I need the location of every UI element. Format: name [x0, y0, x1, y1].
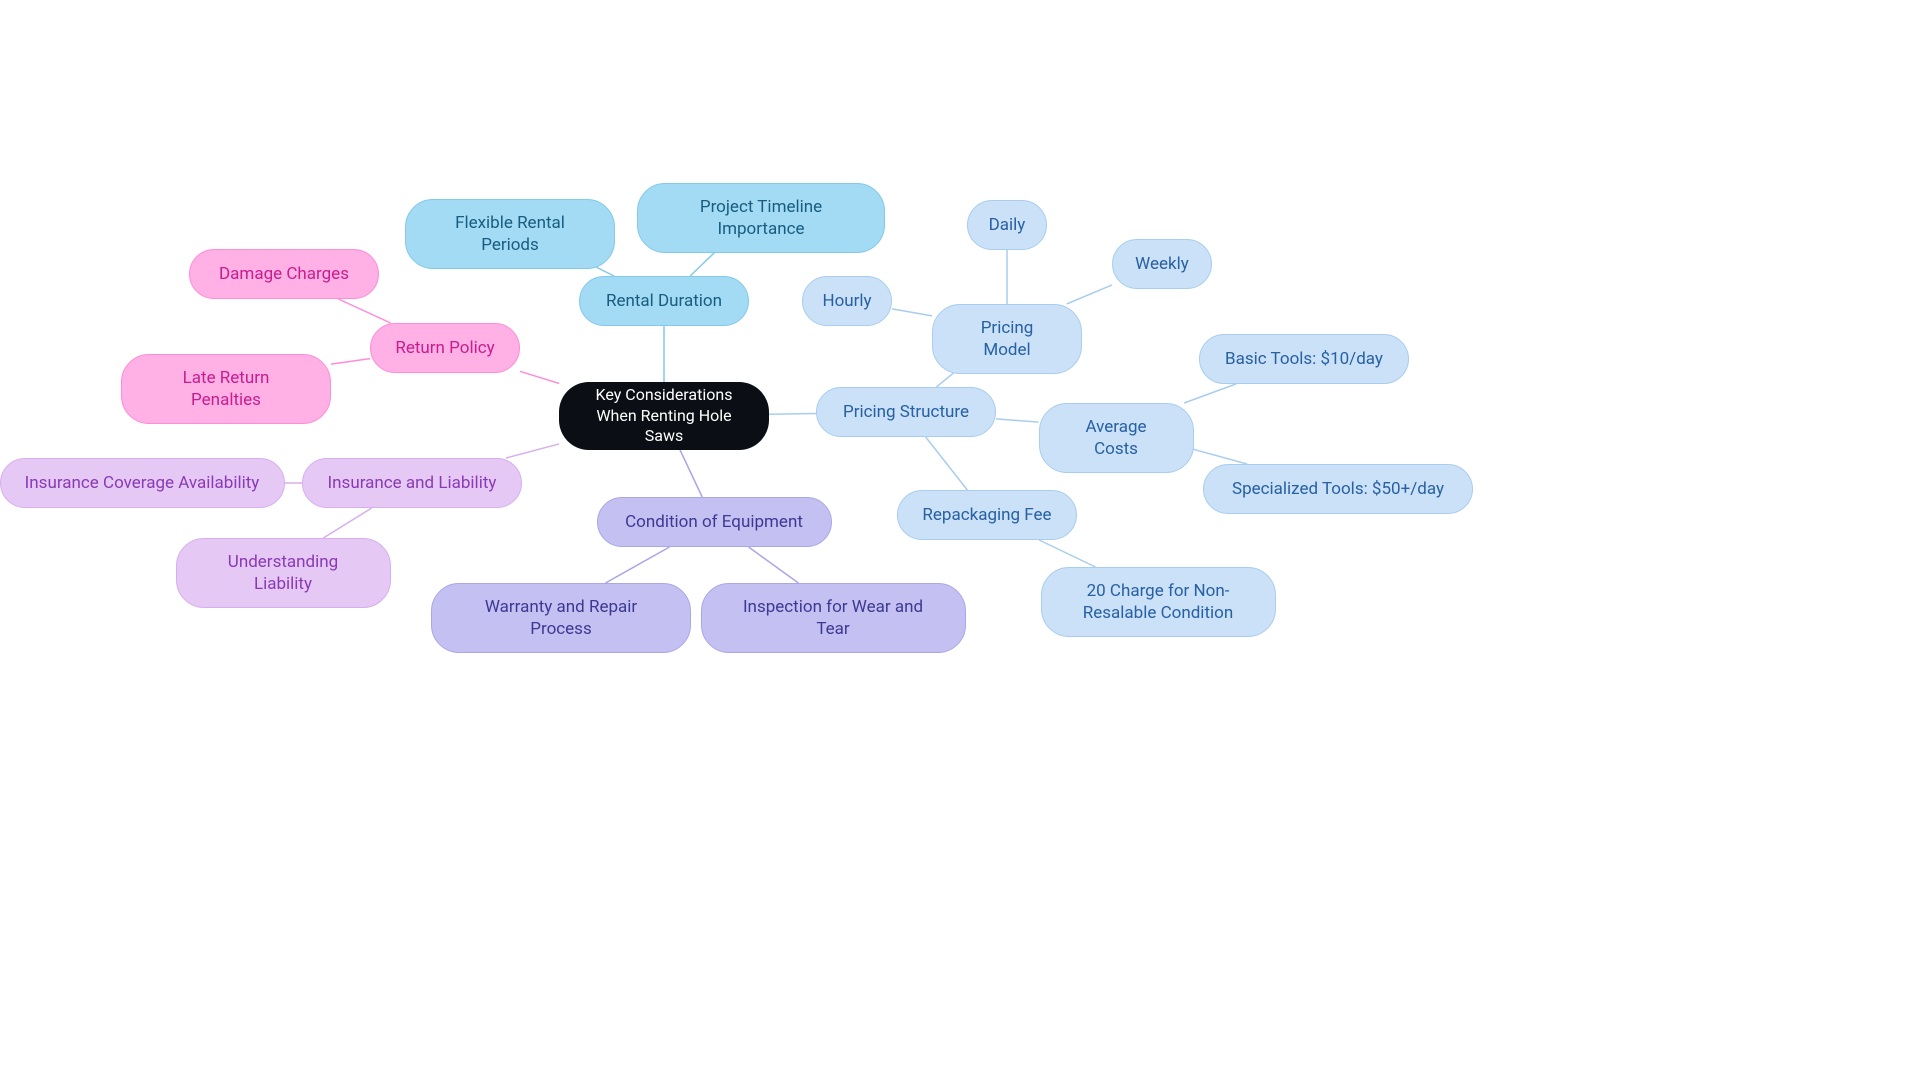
edge-return-late — [331, 359, 370, 365]
edge-pricing-avg — [996, 419, 1039, 422]
edge-pricing-repack — [926, 437, 968, 490]
node-label: Basic Tools: $10/day — [1225, 348, 1383, 370]
node-weekly: Weekly — [1112, 239, 1212, 289]
edge-insurance-liability — [323, 508, 371, 538]
node-label: Condition of Equipment — [625, 511, 803, 533]
node-coverage: Insurance Coverage Availability — [0, 458, 285, 508]
node-basic: Basic Tools: $10/day — [1199, 334, 1409, 384]
node-label: Specialized Tools: $50+/day — [1232, 478, 1444, 500]
node-label: Flexible Rental Periods — [430, 212, 590, 256]
node-repack: Repackaging Fee — [897, 490, 1077, 540]
center-node: Key Considerations When Renting Hole Saw… — [559, 382, 769, 450]
node-hourly: Hourly — [802, 276, 892, 326]
node-label: Understanding Liability — [201, 551, 366, 595]
edge-condition-inspect — [749, 547, 799, 583]
edge-repack-charge — [1039, 540, 1095, 567]
node-label: Daily — [989, 214, 1026, 236]
edge-model-weekly — [1067, 285, 1112, 304]
node-label: Weekly — [1135, 253, 1189, 275]
node-label: Late Return Penalties — [146, 367, 306, 411]
node-model: Pricing Model — [932, 304, 1082, 374]
node-condition: Condition of Equipment — [597, 497, 832, 547]
node-label: Damage Charges — [219, 263, 349, 285]
center-label: Key Considerations When Renting Hole Saw… — [583, 385, 745, 447]
node-label: Insurance and Liability — [328, 472, 497, 494]
edge-condition-warranty — [605, 547, 669, 583]
node-inspect: Inspection for Wear and Tear — [701, 583, 966, 653]
node-charge: 20 Charge for Non-Resalable Condition — [1041, 567, 1276, 637]
node-label: 20 Charge for Non-Resalable Condition — [1066, 580, 1251, 624]
edge-return-damage — [338, 299, 390, 323]
node-label: Hourly — [822, 290, 871, 312]
node-label: Pricing Model — [957, 317, 1057, 361]
edge-avg-basic — [1184, 384, 1236, 403]
edge-model-hourly — [892, 309, 932, 316]
edge-center-return — [520, 371, 559, 383]
node-label: Repackaging Fee — [922, 504, 1051, 526]
node-daily: Daily — [967, 200, 1047, 250]
node-special: Specialized Tools: $50+/day — [1203, 464, 1473, 514]
edge-avg-special — [1194, 449, 1248, 464]
node-return: Return Policy — [370, 323, 520, 373]
node-rental: Rental Duration — [579, 276, 749, 326]
node-warranty: Warranty and Repair Process — [431, 583, 691, 653]
node-timeline: Project Timeline Importance — [637, 183, 885, 253]
node-label: Average Costs — [1064, 416, 1169, 460]
node-late: Late Return Penalties — [121, 354, 331, 424]
node-liability: Understanding Liability — [176, 538, 391, 608]
edge-center-condition — [680, 450, 702, 497]
node-pricing: Pricing Structure — [816, 387, 996, 437]
node-avg: Average Costs — [1039, 403, 1194, 473]
node-label: Rental Duration — [606, 290, 722, 312]
edge-center-insurance — [506, 444, 559, 458]
node-label: Return Policy — [395, 337, 494, 359]
node-label: Project Timeline Importance — [662, 196, 860, 240]
node-label: Inspection for Wear and Tear — [726, 596, 941, 640]
node-label: Warranty and Repair Process — [456, 596, 666, 640]
edge-center-pricing — [769, 413, 816, 414]
node-damage: Damage Charges — [189, 249, 379, 299]
node-flexible: Flexible Rental Periods — [405, 199, 615, 269]
node-label: Pricing Structure — [843, 401, 969, 423]
node-insurance: Insurance and Liability — [302, 458, 522, 508]
node-label: Insurance Coverage Availability — [25, 472, 260, 494]
